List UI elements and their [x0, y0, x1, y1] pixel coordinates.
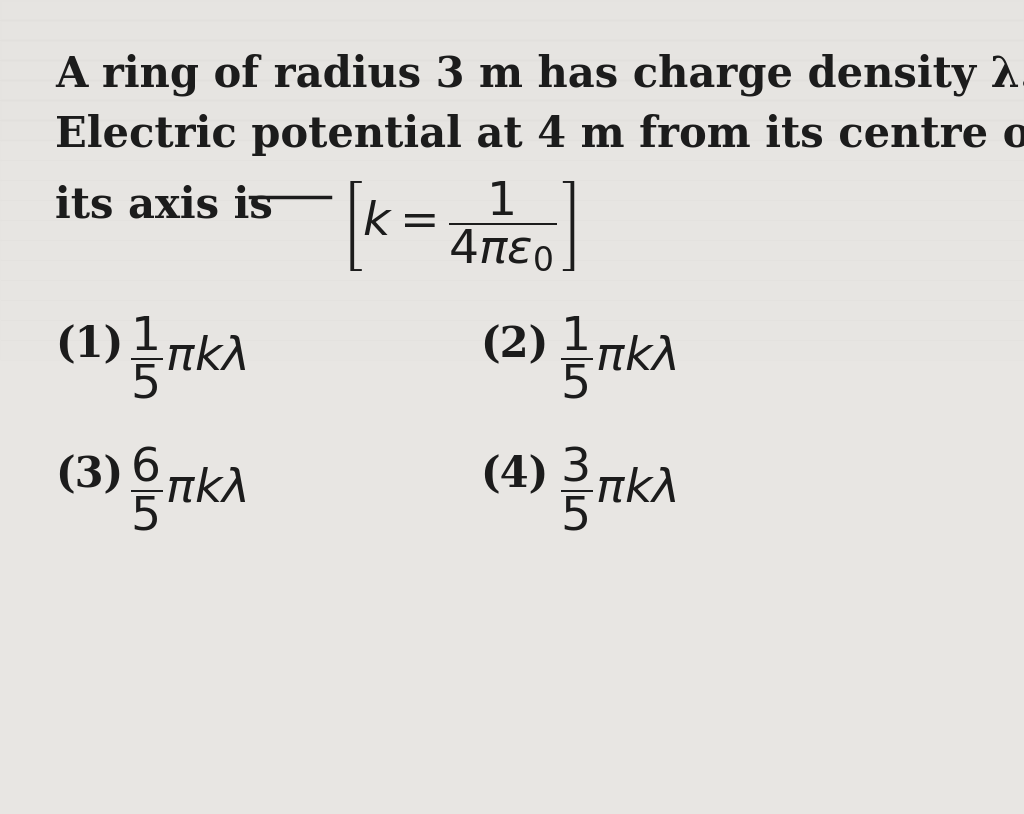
- Bar: [0, 100, 1024, 120]
- Text: $\dfrac{1}{5}\pi k\lambda$: $\dfrac{1}{5}\pi k\lambda$: [560, 314, 677, 400]
- Bar: [0, 180, 1024, 200]
- Bar: [0, 280, 1024, 300]
- Bar: [0, 20, 1024, 40]
- Text: Electric potential at 4 m from its centre on: Electric potential at 4 m from its centr…: [55, 114, 1024, 156]
- Bar: [0, 0, 1024, 20]
- Text: $\dfrac{6}{5}\pi k\lambda$: $\dfrac{6}{5}\pi k\lambda$: [130, 444, 247, 532]
- Text: its axis is: its axis is: [55, 184, 272, 226]
- Text: $\dfrac{1}{5}\pi k\lambda$: $\dfrac{1}{5}\pi k\lambda$: [130, 314, 247, 400]
- Bar: [0, 160, 1024, 180]
- Bar: [0, 360, 1024, 380]
- Bar: [0, 380, 1024, 400]
- Text: (1): (1): [55, 324, 123, 366]
- Bar: [0, 240, 1024, 260]
- Text: (4): (4): [480, 454, 549, 496]
- Bar: [0, 260, 1024, 280]
- Bar: [0, 200, 1024, 220]
- Text: (2): (2): [480, 324, 549, 366]
- Bar: [0, 300, 1024, 320]
- Bar: [0, 60, 1024, 80]
- Bar: [0, 80, 1024, 100]
- Text: (3): (3): [55, 454, 123, 496]
- Bar: [0, 220, 1024, 240]
- Bar: [0, 40, 1024, 60]
- Bar: [0, 120, 1024, 140]
- Text: A ring of radius 3 m has charge density λ.: A ring of radius 3 m has charge density …: [55, 54, 1024, 97]
- Text: $\left[k=\dfrac{1}{4\pi\varepsilon_0}\right]$: $\left[k=\dfrac{1}{4\pi\varepsilon_0}\ri…: [340, 179, 575, 274]
- Bar: [0, 320, 1024, 340]
- Bar: [0, 340, 1024, 360]
- Bar: [0, 140, 1024, 160]
- Text: $\dfrac{3}{5}\pi k\lambda$: $\dfrac{3}{5}\pi k\lambda$: [560, 444, 677, 532]
